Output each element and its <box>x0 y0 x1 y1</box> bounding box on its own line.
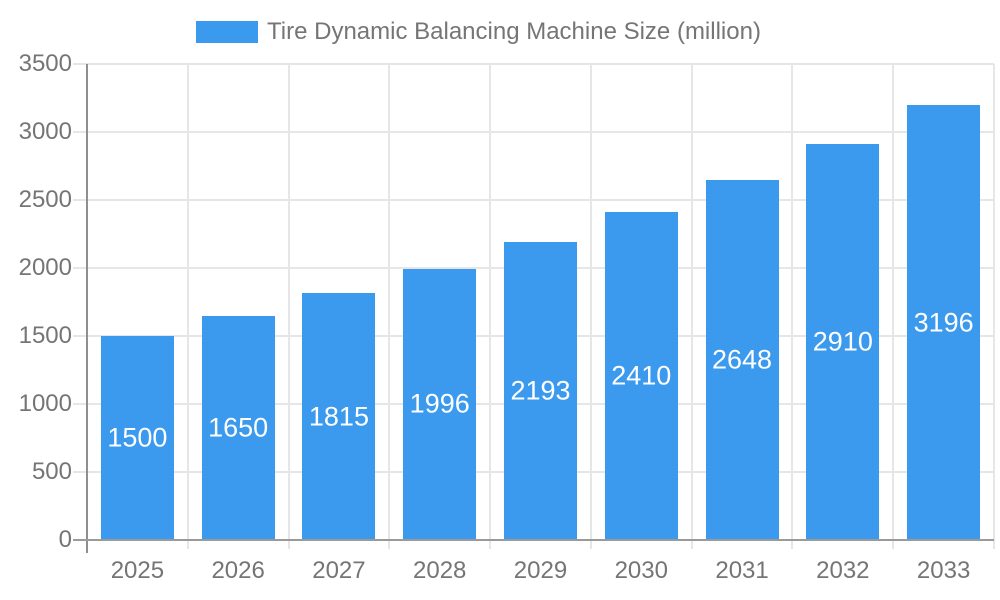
v-gridline <box>690 64 693 549</box>
bar-value-label: 3196 <box>913 307 974 338</box>
bar-value-label: 1650 <box>208 412 269 443</box>
bar-2033[interactable]: 3196 <box>907 105 981 540</box>
x-tick-label: 2031 <box>715 557 769 584</box>
v-gridline <box>388 64 391 549</box>
x-tick-label: 2030 <box>614 557 668 584</box>
h-gridline <box>73 199 994 201</box>
bar-value-label: 2410 <box>611 360 672 391</box>
bar-2031[interactable]: 2648 <box>705 179 779 540</box>
y-tick-label: 1500 <box>18 322 72 349</box>
y-tick-label: 1000 <box>18 390 72 417</box>
bar-value-label: 2193 <box>510 375 571 406</box>
x-tick-label: 2028 <box>413 557 467 584</box>
bar-value-label: 1996 <box>409 388 470 419</box>
y-tick-label: 3000 <box>18 118 72 145</box>
x-axis-labels: 2025 2026 2027 2028 2029 2030 2031 2032 2033 <box>87 555 994 587</box>
legend-label: Tire Dynamic Balancing Machine Size (mil… <box>267 18 761 45</box>
bar-2028[interactable]: 1996 <box>403 268 477 540</box>
v-gridline <box>892 64 895 549</box>
legend-swatch <box>196 21 258 43</box>
bar-value-label: 2648 <box>712 344 773 375</box>
h-gridline <box>73 131 994 133</box>
y-tick-label: 0 <box>58 526 72 553</box>
y-tick-label: 2000 <box>18 254 72 281</box>
x-tick-label: 2025 <box>110 557 165 584</box>
x-tick-label: 2027 <box>312 557 366 584</box>
v-gridline <box>791 64 794 549</box>
x-axis-line <box>73 539 994 541</box>
x-tick-label: 2033 <box>916 557 971 584</box>
plot-area: 1500 1650 1815 1996 2193 2410 2648 2910 3196 <box>73 63 995 553</box>
bar-2026[interactable]: 1650 <box>201 315 275 540</box>
bar-value-label: 1500 <box>107 422 168 453</box>
h-gridline <box>73 63 994 65</box>
v-gridline <box>489 64 492 549</box>
y-axis-labels: 0 500 1000 1500 2000 2500 3000 3500 <box>0 50 72 553</box>
bar-value-label: 2910 <box>812 326 873 357</box>
x-tick-label: 2026 <box>211 557 265 584</box>
bar-2030[interactable]: 2410 <box>604 212 678 540</box>
y-axis-line <box>86 64 88 553</box>
v-gridline <box>993 64 995 549</box>
bar-2025[interactable]: 1500 <box>100 336 174 540</box>
x-tick-label: 2032 <box>816 557 870 584</box>
v-gridline <box>287 64 290 549</box>
bar-2027[interactable]: 1815 <box>302 293 376 540</box>
legend[interactable]: Tire Dynamic Balancing Machine Size (mil… <box>196 18 761 45</box>
bar-2029[interactable]: 2193 <box>504 241 577 540</box>
x-tick-label: 2029 <box>513 557 568 584</box>
v-gridline <box>186 64 189 549</box>
y-tick-label: 2500 <box>18 186 72 213</box>
v-gridline <box>589 64 592 549</box>
y-tick-label: 3500 <box>18 50 72 77</box>
y-tick-label: 500 <box>31 458 72 485</box>
bar-2032[interactable]: 2910 <box>806 144 880 540</box>
bar-value-label: 1815 <box>308 401 369 432</box>
